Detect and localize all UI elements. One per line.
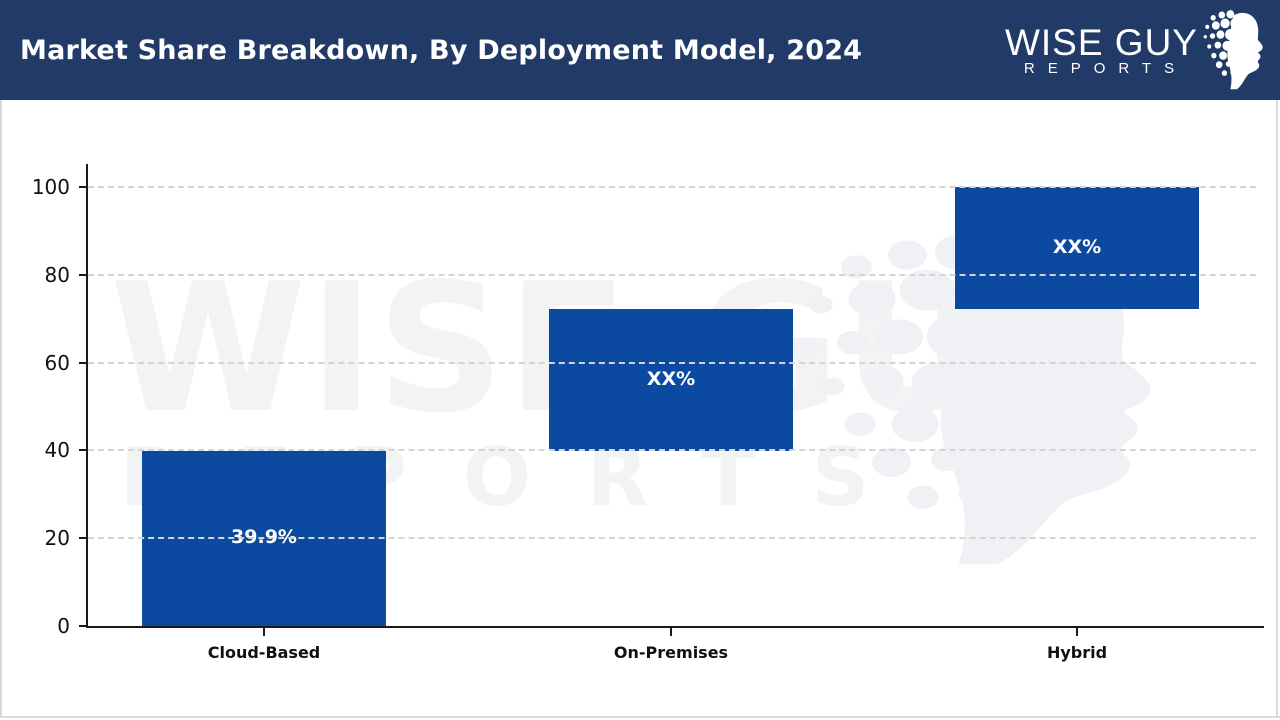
y-axis-tick bbox=[79, 361, 87, 364]
gridline-40 bbox=[88, 449, 1256, 452]
bar-on-premises: XX% bbox=[549, 309, 793, 451]
page-title: Market Share Breakdown, By Deployment Mo… bbox=[20, 34, 863, 66]
gridline-100 bbox=[88, 186, 1256, 188]
y-axis-tick-label: 0 bbox=[57, 614, 70, 638]
y-axis-tick-label: 80 bbox=[44, 262, 70, 287]
frame-border-bottom bbox=[0, 716, 1280, 718]
frame-border-left bbox=[0, 100, 2, 718]
frame-border-right bbox=[1276, 100, 1278, 718]
y-axis bbox=[86, 164, 88, 628]
x-axis-tick bbox=[263, 628, 265, 636]
gridline-80 bbox=[88, 273, 1256, 276]
x-axis-tick bbox=[1076, 628, 1078, 636]
brand-logo-text: WISE GUY REPORTS bbox=[1004, 21, 1198, 78]
x-axis-tick-label-hybrid: Hybrid bbox=[1046, 643, 1108, 662]
wiseguy-head-icon bbox=[1203, 10, 1263, 90]
bar-hybrid: XX% bbox=[955, 187, 1199, 310]
brand-name: WISE GUY bbox=[1004, 21, 1198, 63]
x-axis bbox=[86, 626, 1264, 628]
y-axis-tick-label: 20 bbox=[44, 526, 70, 551]
brand-subtitle: REPORTS bbox=[1023, 60, 1188, 78]
y-axis-tick-label: 100 bbox=[31, 175, 70, 199]
brand-logo: WISE GUY REPORTS bbox=[1005, 8, 1266, 92]
x-axis-tick bbox=[670, 628, 672, 636]
chart: WISE GUY REPORTS 02040608010039.9%Cloud-… bbox=[0, 100, 1280, 720]
y-axis-tick-label: 60 bbox=[44, 350, 70, 375]
y-axis-tick bbox=[79, 186, 87, 188]
header: Market Share Breakdown, By Deployment Mo… bbox=[0, 0, 1280, 100]
y-axis-tick bbox=[79, 273, 87, 276]
y-axis-tick-label: 40 bbox=[44, 438, 70, 463]
y-axis-tick bbox=[79, 625, 87, 627]
bar-value-label-hybrid: XX% bbox=[1052, 236, 1102, 259]
bar-value-label-on-premises: XX% bbox=[646, 368, 696, 391]
y-axis-tick bbox=[79, 537, 87, 540]
gridline-60 bbox=[88, 361, 1256, 364]
x-axis-tick-label-on-premises: On-Premises bbox=[613, 643, 729, 662]
gridline-20 bbox=[88, 537, 1256, 540]
y-axis-tick bbox=[79, 449, 87, 452]
x-axis-tick-label-cloud-based: Cloud-Based bbox=[207, 643, 321, 662]
